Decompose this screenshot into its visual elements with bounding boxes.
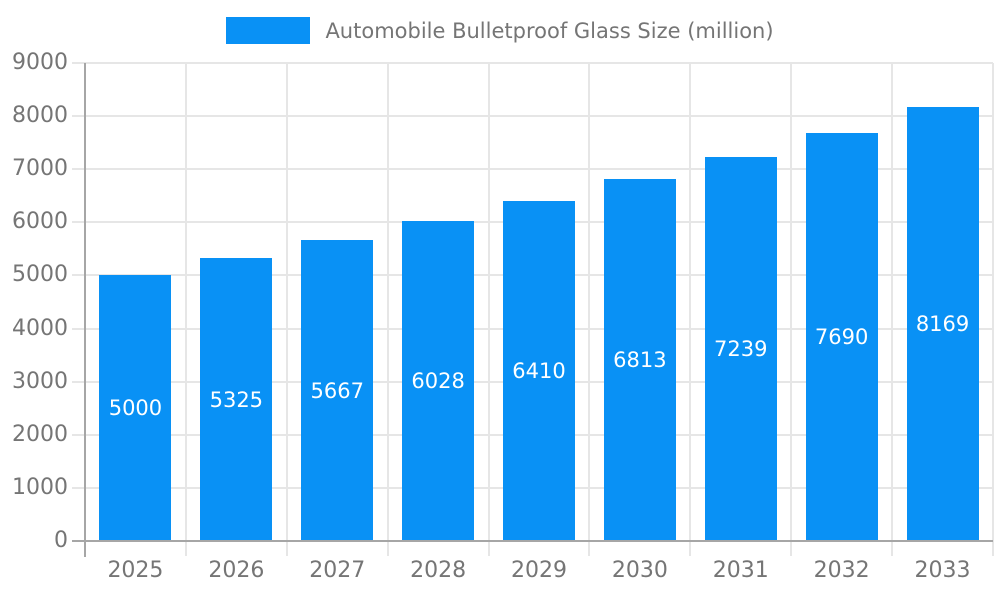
bar-value-label: 6410 [512, 358, 566, 383]
legend-label: Automobile Bulletproof Glass Size (milli… [325, 18, 774, 43]
x-axis-tick [285, 541, 288, 556]
bar-value-label: 5000 [108, 396, 163, 421]
gridline-vertical [386, 63, 389, 541]
y-axis-label: 6000 [12, 209, 68, 235]
y-axis-tick [72, 433, 85, 436]
y-axis-label: 8000 [12, 103, 68, 129]
gridline-vertical [689, 63, 692, 541]
x-axis-tick [689, 541, 692, 556]
bar-value-label: 6813 [613, 348, 667, 373]
y-axis-line [84, 63, 86, 557]
bar-value-label: 6028 [411, 368, 465, 393]
y-axis-tick [72, 221, 85, 224]
gridline-horizontal [85, 115, 993, 118]
gridline-vertical [184, 63, 187, 541]
x-axis-line [72, 540, 993, 542]
x-axis-label: 2025 [107, 558, 164, 583]
y-axis-tick [72, 327, 85, 330]
gridline-horizontal [85, 62, 993, 64]
x-axis-label: 2032 [813, 558, 870, 583]
x-axis-tick [184, 541, 187, 556]
bar-2033[interactable]: 8169 [906, 107, 979, 541]
gridline-vertical [588, 63, 591, 541]
y-axis-label: 7000 [12, 156, 68, 182]
x-axis-label: 2031 [712, 558, 769, 583]
x-axis-tick [992, 541, 994, 556]
bar-2027[interactable]: 5667 [301, 240, 374, 541]
x-axis-tick [588, 541, 591, 556]
bar-2030[interactable]: 6813 [603, 179, 676, 541]
gridline-vertical [285, 63, 288, 541]
bar-2031[interactable]: 7239 [704, 156, 777, 541]
bar-2028[interactable]: 6028 [402, 220, 475, 541]
y-axis-label: 1000 [12, 474, 68, 500]
chart-legend[interactable]: Automobile Bulletproof Glass Size (milli… [0, 17, 1000, 44]
x-axis-label: 2030 [611, 558, 668, 583]
y-axis-label: 2000 [12, 421, 68, 447]
bar-2026[interactable]: 5325 [200, 258, 273, 541]
bar-2029[interactable]: 6410 [503, 200, 575, 541]
gridline-vertical [790, 63, 793, 541]
gridline-vertical [487, 63, 490, 541]
y-axis-label: 9000 [12, 50, 68, 75]
x-axis-label: 2033 [914, 558, 971, 583]
gridline-vertical [891, 63, 894, 541]
x-axis-label: 2028 [410, 558, 467, 583]
y-axis-label: 5000 [12, 262, 68, 288]
y-axis-tick [72, 62, 85, 64]
bar-value-label: 8169 [915, 312, 970, 337]
bar-value-label: 5667 [310, 378, 364, 403]
x-axis-tick [790, 541, 793, 556]
bar-value-label: 7239 [714, 336, 768, 361]
bar-value-label: 5325 [209, 387, 264, 412]
y-axis-label: 0 [54, 528, 68, 553]
bar-2025[interactable]: 5000 [99, 275, 172, 541]
x-axis-label: 2029 [511, 558, 567, 583]
y-axis-tick [72, 380, 85, 383]
y-axis-tick [72, 274, 85, 277]
y-axis-tick [72, 115, 85, 118]
x-axis-tick [386, 541, 389, 556]
legend-swatch [226, 17, 311, 44]
y-axis-label: 3000 [12, 368, 68, 394]
gridline-horizontal [85, 168, 993, 171]
x-axis-label: 2026 [208, 558, 265, 583]
gridline-vertical [992, 63, 994, 541]
bar-value-label: 7690 [814, 324, 869, 349]
y-axis-label: 4000 [12, 315, 68, 341]
bar-2032[interactable]: 7690 [805, 132, 878, 541]
x-axis-label: 2027 [309, 558, 366, 583]
y-axis-tick [72, 486, 85, 489]
x-axis-tick [891, 541, 894, 556]
y-axis-tick [72, 168, 85, 171]
x-axis-tick [487, 541, 490, 556]
